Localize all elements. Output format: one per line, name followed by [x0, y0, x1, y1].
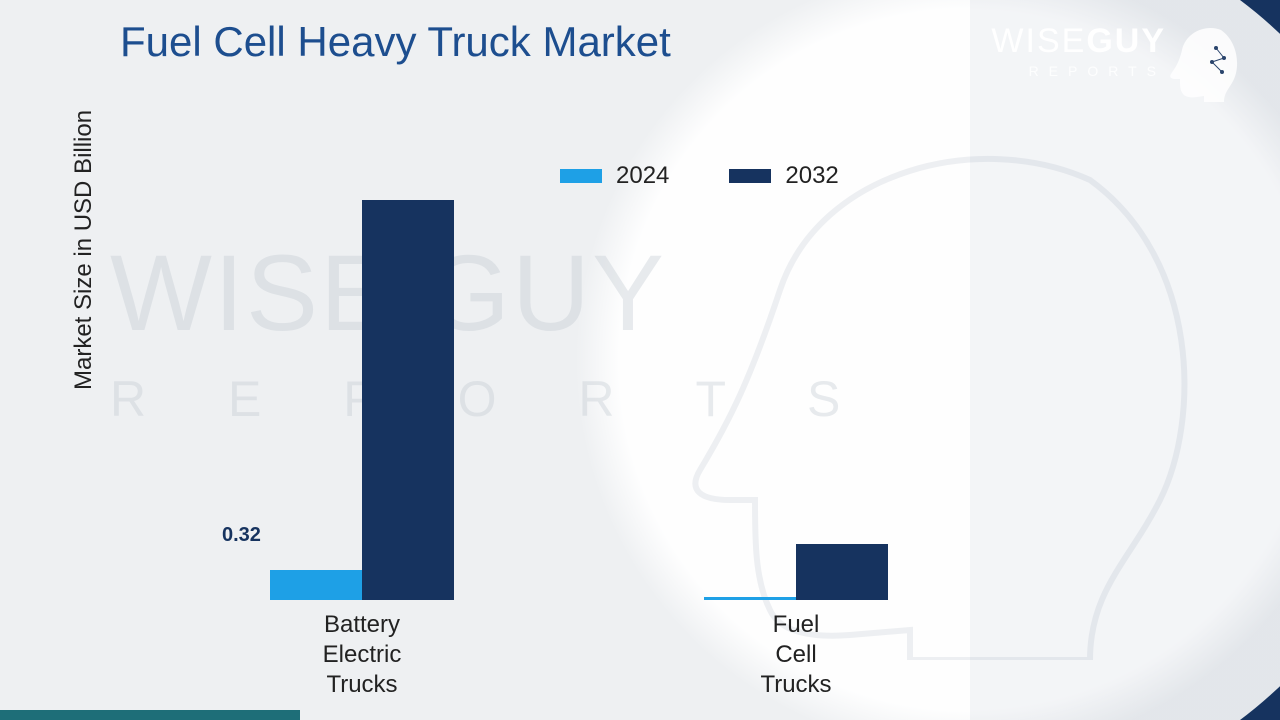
brand-word-1: WISE — [991, 22, 1086, 60]
bar-fcev-2032 — [796, 544, 888, 600]
bar-value-bev-2024: 0.32 — [222, 524, 261, 547]
footer-accent-strip — [0, 710, 300, 720]
chart-legend: 2024 2032 — [560, 162, 839, 190]
category-label-fcev: FuelCellTrucks — [716, 600, 876, 700]
legend-item-2024: 2024 — [560, 162, 669, 190]
legend-swatch-2024 — [560, 169, 602, 183]
plot-area: 0.32 BatteryElectricTrucks FuelCellTruck… — [150, 200, 950, 600]
legend-label-2024: 2024 — [616, 162, 669, 190]
bar-group-bev: 0.32 BatteryElectricTrucks — [270, 200, 454, 600]
bar-bev-2024 — [270, 570, 362, 600]
brand-sub: REPORTS — [991, 64, 1250, 78]
legend-label-2032: 2032 — [785, 162, 838, 190]
brand-word-2: GUY — [1086, 22, 1166, 60]
chart-card: WISE GUY R E P O R T S Fuel Cell Heavy T… — [0, 0, 1280, 720]
legend-item-2032: 2032 — [729, 162, 838, 190]
bar-group-fcev: FuelCellTrucks — [704, 200, 888, 600]
chart-title: Fuel Cell Heavy Truck Market — [120, 18, 671, 66]
y-axis-label: Market Size in USD Billion — [70, 110, 98, 390]
brand-logo: WISEGUY REPORTS — [991, 24, 1250, 78]
brand-head-icon — [1166, 24, 1244, 102]
category-label-bev: BatteryElectricTrucks — [282, 600, 442, 700]
bar-bev-2032 — [362, 200, 454, 600]
legend-swatch-2032 — [729, 169, 771, 183]
